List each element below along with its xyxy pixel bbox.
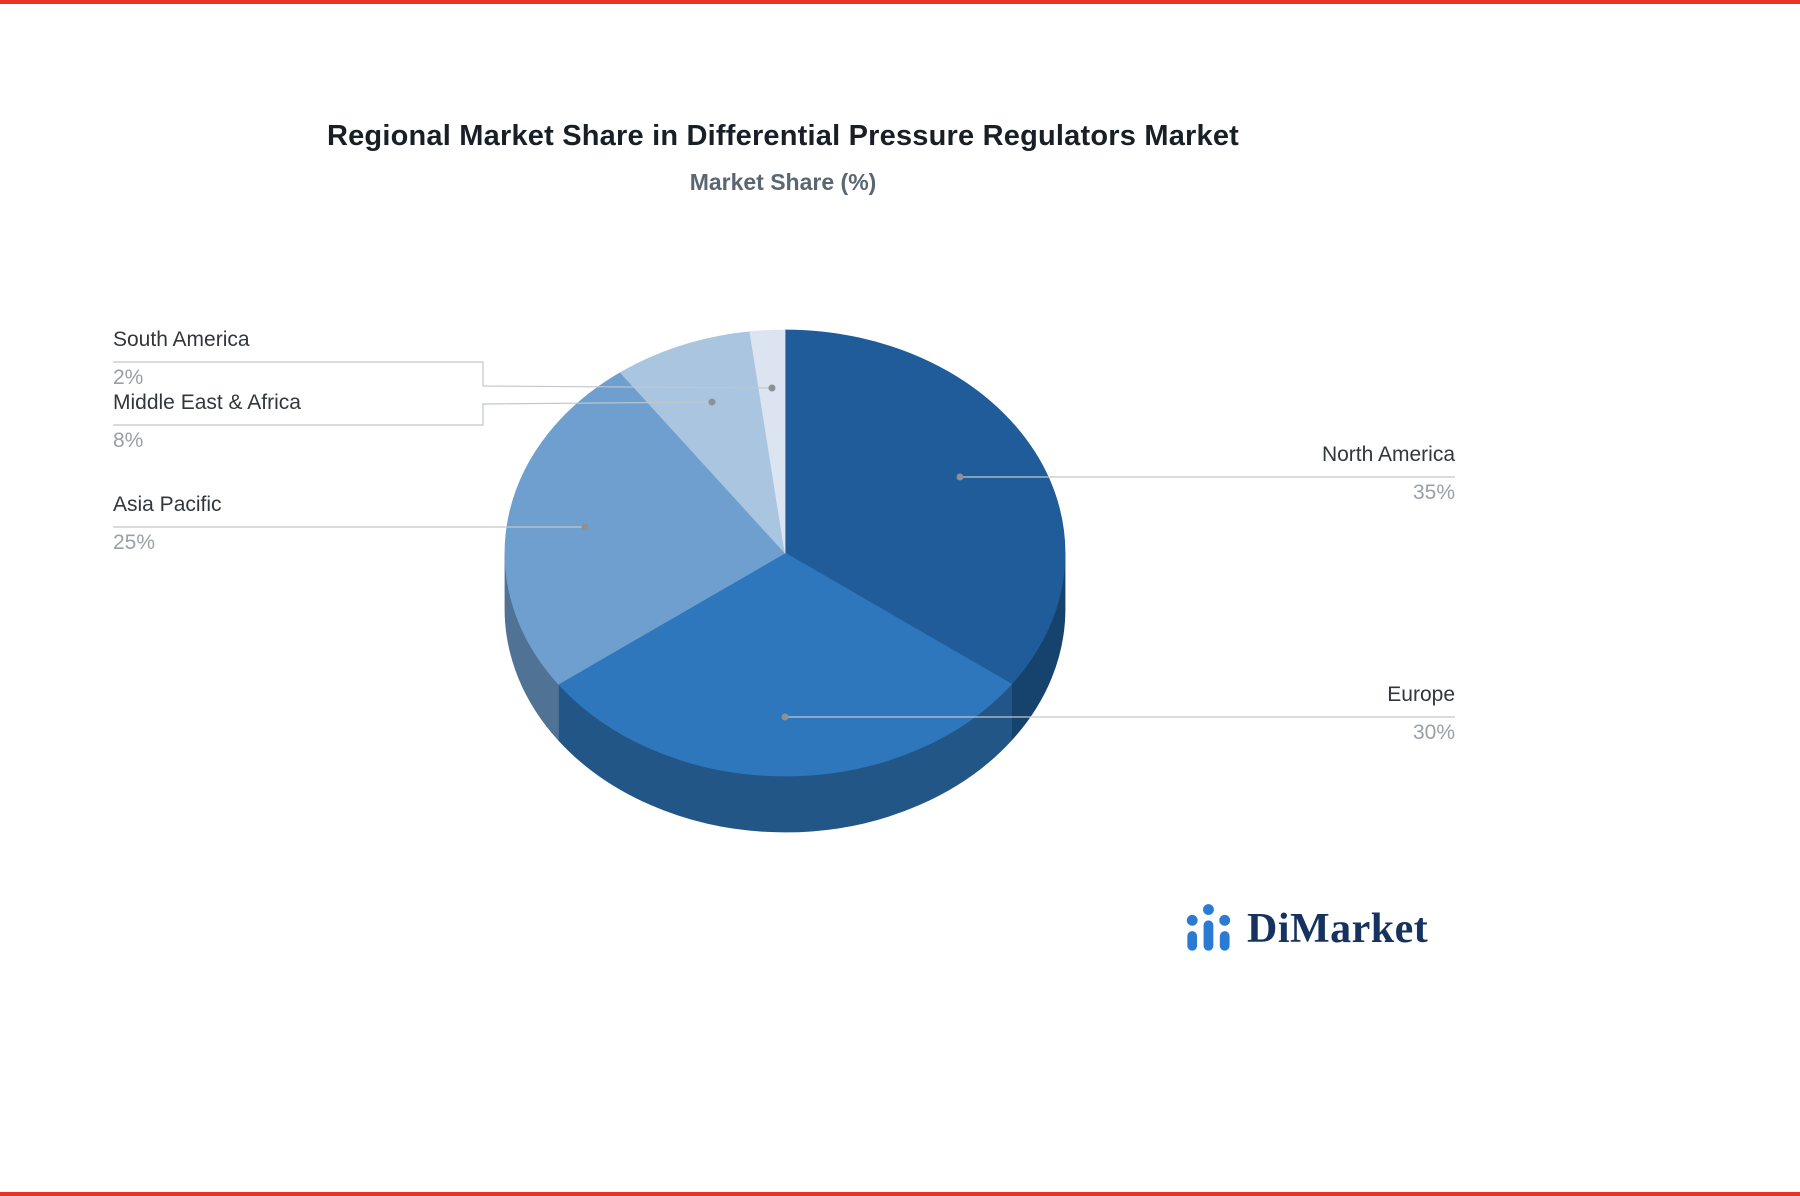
callout-middle-east-africa: Middle East & Africa 8% xyxy=(113,391,533,461)
slice-label-south-america: South America xyxy=(113,328,250,351)
callout-north-america: North America 35% xyxy=(1035,443,1455,513)
slice-value-asia-pacific: 25% xyxy=(113,531,156,554)
dimarket-logo: DiMarket xyxy=(1183,903,1428,955)
slice-label-north-america: North America xyxy=(1321,443,1455,466)
slice-label-europe: Europe xyxy=(1387,683,1455,706)
slice-value-south-america: 2% xyxy=(113,366,144,389)
chart-title: Regional Market Share in Differential Pr… xyxy=(326,120,1240,152)
bar-chart-dots-icon xyxy=(1186,904,1231,951)
screen-edge-bottom xyxy=(0,1192,1800,1196)
pie-slices xyxy=(504,329,1066,833)
chart-subtitle: Market Share (%) xyxy=(689,169,877,195)
slice-value-europe: 30% xyxy=(1412,721,1455,744)
callout-asia-pacific: Asia Pacific 25% xyxy=(113,493,533,563)
slice-value-north-america: 35% xyxy=(1412,481,1455,504)
screen-edge-top xyxy=(0,0,1800,4)
slice-label-asia-pacific: Asia Pacific xyxy=(113,493,222,516)
slice-label-middle-east-africa: Middle East & Africa xyxy=(113,391,301,414)
pie-slice-north-america[interactable] xyxy=(784,329,1066,685)
pie-slice-europe[interactable] xyxy=(557,552,1013,777)
callout-south-america: South America 2% xyxy=(113,328,533,398)
dimarket-logo-text: DiMarket xyxy=(1247,906,1429,952)
slice-value-middle-east-africa: 8% xyxy=(113,429,144,452)
callout-europe: Europe 30% xyxy=(1035,683,1455,753)
